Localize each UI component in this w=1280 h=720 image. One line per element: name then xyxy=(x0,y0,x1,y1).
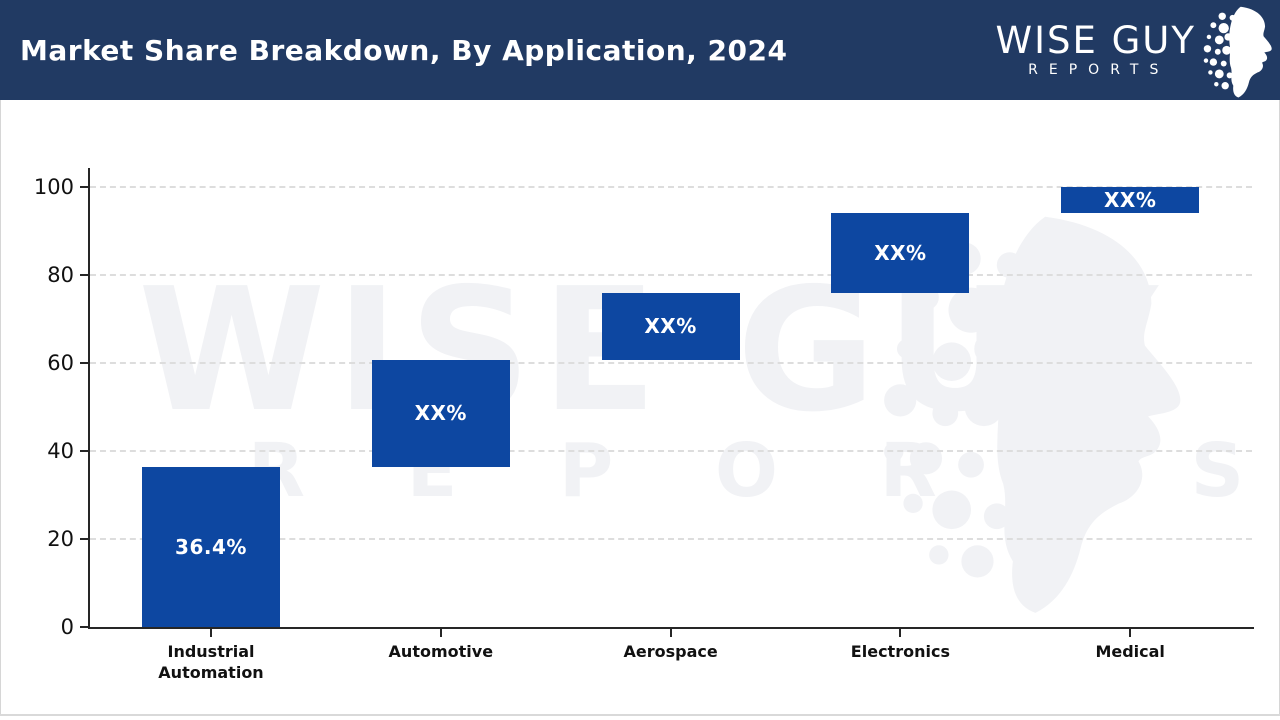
x-axis-tick xyxy=(669,629,672,637)
bar-aerospace: XX% xyxy=(601,293,740,360)
x-tick-label: Automotive xyxy=(388,642,494,661)
y-axis-tick xyxy=(80,450,88,452)
x-axis-tick xyxy=(210,629,212,637)
x-axis-tick xyxy=(439,629,442,637)
x-tick-label: Electronics xyxy=(850,642,950,661)
grid-line xyxy=(90,362,1252,364)
y-axis-tick xyxy=(80,626,88,628)
y-tick-label: 0 xyxy=(60,615,74,639)
y-axis-tick xyxy=(80,362,88,364)
bar-value-label: XX% xyxy=(414,401,467,426)
y-axis-tick xyxy=(80,538,88,540)
bar-value-label: XX% xyxy=(1103,187,1157,212)
grid-line xyxy=(90,450,1252,452)
page-title: Market Share Breakdown, By Application, … xyxy=(20,33,788,67)
y-tick-label: 20 xyxy=(47,527,74,551)
x-axis-tick xyxy=(899,629,902,637)
y-axis xyxy=(88,168,90,629)
bar-medical: XX% xyxy=(1061,187,1200,213)
header-band: Market Share Breakdown, By Application, … xyxy=(0,0,1280,100)
x-tick-label: Industrial Automation xyxy=(158,642,264,682)
y-axis-tick xyxy=(80,186,88,188)
x-tick-label: Medical xyxy=(1095,642,1165,661)
x-axis-tick xyxy=(1129,629,1132,637)
y-tick-label: 80 xyxy=(47,263,74,287)
y-tick-label: 100 xyxy=(33,175,74,199)
brand-name: WISE GUY xyxy=(995,19,1196,62)
brand-logo: WISE GUY REPORTS xyxy=(996,1,1276,99)
x-tick-label: Aerospace xyxy=(623,642,718,661)
grid-line xyxy=(90,186,1252,188)
grid-line xyxy=(90,538,1252,540)
y-tick-label: 60 xyxy=(47,351,74,375)
brand-subtitle: REPORTS xyxy=(1028,62,1170,78)
y-axis-tick xyxy=(80,274,88,276)
bar-value-label: XX% xyxy=(874,240,927,265)
bar-value-label: 36.4% xyxy=(175,534,247,559)
bar-industrial-automation: 36.4% xyxy=(142,466,280,627)
x-axis xyxy=(88,627,1254,629)
bar-electronics: XX% xyxy=(831,212,970,294)
y-tick-label: 40 xyxy=(47,439,74,463)
dotted-face-profile-icon xyxy=(1203,6,1272,98)
footer-divider xyxy=(0,714,1280,716)
brand-wordmark: WISE GUY REPORTS xyxy=(995,19,1196,79)
bar-value-label: XX% xyxy=(644,314,697,339)
bar-automotive: XX% xyxy=(371,359,510,467)
grid-line xyxy=(90,274,1252,276)
